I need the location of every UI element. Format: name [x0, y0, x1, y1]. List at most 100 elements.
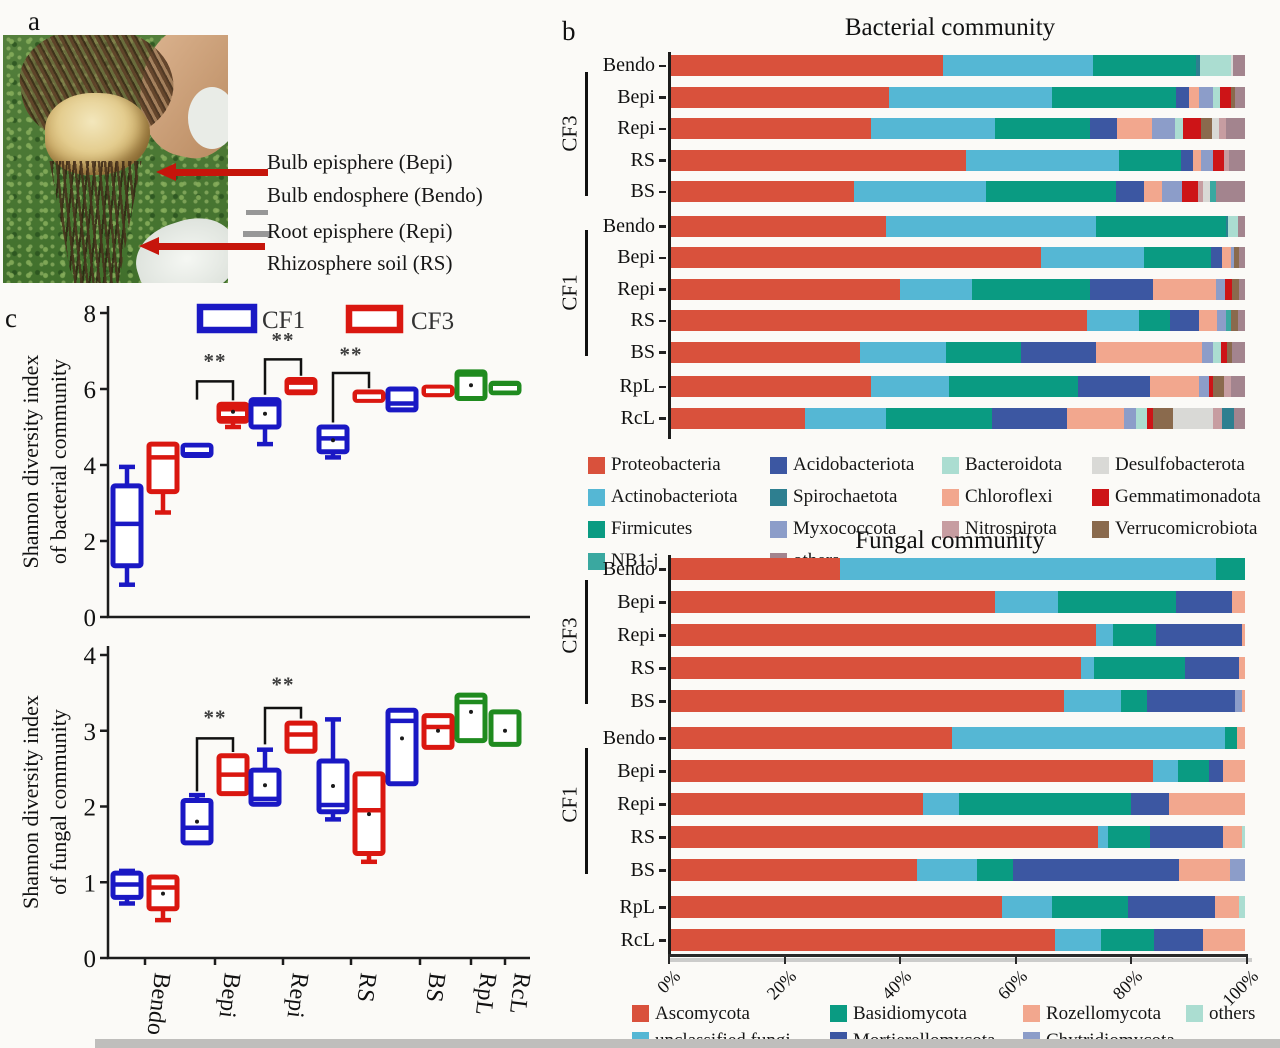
bar-segment-Chloroflexi — [1150, 376, 1199, 397]
bar-segment-Acidobacteriota — [992, 407, 1067, 429]
bar-category-label: Repi — [617, 277, 655, 300]
x-cat-label-RpL: RpL — [470, 971, 501, 1017]
mean-dot — [436, 728, 440, 733]
bar-segment-Chloroflexi — [1095, 341, 1202, 363]
legend-item-Basidiomycota: Basidiomycota — [830, 1000, 1023, 1027]
mean-dot — [367, 812, 371, 817]
y-tick-label: 2 — [84, 795, 97, 822]
bar-segment-Rozellomycota — [1223, 760, 1245, 782]
bar-segment-Mortierellomycota — [1185, 657, 1240, 679]
group-bracket-cf1-bacterial — [585, 230, 588, 356]
bar-category-label: Bepi — [617, 591, 655, 613]
group-label-cf1: CF1 — [557, 786, 582, 823]
bar-tick — [659, 869, 666, 872]
bar-track — [670, 690, 1245, 712]
bar-tick — [659, 836, 666, 839]
label-bulb-episphere: Bulb episphere (Bepi) — [267, 150, 453, 174]
bar-track — [670, 793, 1245, 815]
bar-segment-Spirochaetota — [1222, 407, 1234, 429]
bar-segment-Gemmatimonadota — [1147, 407, 1153, 429]
series-legend-label: CF1 — [262, 307, 305, 334]
legend-item-Gemmatimonadota: Gemmatimonadota — [1092, 481, 1261, 513]
bar-track — [670, 896, 1245, 918]
bar-segment-Chloroflexi — [1188, 86, 1199, 108]
bar-segment-Chloroflexi — [1222, 247, 1231, 268]
legend-item-Firmicutes: Firmicutes — [588, 513, 770, 545]
arrow-shaft — [159, 242, 265, 250]
bar-segment-unclassified fungi — [994, 591, 1059, 613]
bar-segment-Firmicutes — [1118, 149, 1181, 171]
bar-tick — [659, 64, 666, 67]
bar-segment-Chloroflexi — [1193, 149, 1202, 171]
bar-category-label: Bepi — [617, 246, 655, 268]
legend-swatch — [942, 520, 959, 538]
bar-segment-Actinobacteriota — [1086, 310, 1139, 331]
bar-segment-unclassified fungi — [1081, 657, 1095, 679]
bar-segment-Proteobacteria — [670, 215, 886, 237]
bacterial-legend: Proteobacteria Acidobacteriota Bacteroidot… — [588, 449, 1261, 577]
bar-tick — [659, 127, 666, 130]
x-tick — [783, 956, 786, 964]
bar-segment-Acidobacteriota — [1176, 86, 1189, 108]
bar-tick — [659, 634, 666, 637]
bar-segment-Myxococcota — [1199, 376, 1210, 397]
bar-tick — [659, 803, 666, 806]
bar-segment-Acidobacteriota — [1180, 149, 1194, 171]
bar-segment-others — [1238, 278, 1245, 300]
bar-segment-Ascomycota — [670, 859, 918, 881]
bar-segment-Ascomycota — [670, 896, 1002, 918]
bar-tick — [659, 225, 666, 228]
connector-line-repi — [246, 210, 268, 215]
bar-segment-Gemmatimonadota — [1212, 149, 1225, 171]
bar-segment-Bacteroidota — [1200, 55, 1231, 76]
legend-item-Bacteroidota: Bacteroidota — [942, 449, 1092, 481]
legend-swatch — [770, 520, 787, 538]
bacterial-y-axis — [668, 52, 671, 439]
bar-row-Bendo: Bendo — [560, 55, 1250, 76]
bar-segment-Basidiomycota — [1112, 624, 1156, 646]
bar-category-label: BS — [630, 340, 655, 363]
bar-track — [670, 929, 1245, 951]
bar-row-Bepi: Bepi — [560, 591, 1250, 613]
bar-segment-unclassified fungi — [1063, 690, 1122, 712]
box-BS-CF1 — [385, 707, 419, 787]
y-tick-label: 4 — [84, 453, 97, 480]
significance-stars: ** — [204, 349, 227, 373]
bar-segment-Basidiomycota — [1058, 591, 1176, 613]
bar-row-Bepi: Bepi — [560, 247, 1250, 268]
bar-segment-Verrucomicrobiota — [1231, 278, 1239, 300]
panel-letter-c: c — [5, 303, 17, 333]
x-tick — [1245, 956, 1248, 964]
bar-segment-Proteobacteria — [670, 86, 889, 108]
bar-row-BS: BS — [560, 181, 1250, 202]
bar-segment-Basidiomycota — [977, 859, 1014, 881]
bar-segment-Basidiomycota — [1107, 826, 1150, 848]
page-bottom-rule — [95, 1039, 1280, 1048]
bar-row-RS: RS — [560, 310, 1250, 331]
bar-segment-Actinobacteriota — [805, 407, 886, 429]
bar-segment-Verrucomicrobiota — [1226, 341, 1233, 363]
bar-segment-Acidobacteriota — [1170, 310, 1199, 331]
legend-swatch — [942, 488, 959, 506]
bar-segment-Myxococcota — [1201, 149, 1213, 171]
bar-segment-others — [1238, 310, 1245, 331]
legend-swatch — [770, 488, 787, 506]
significance-bracket — [195, 737, 235, 792]
white-glove — [188, 87, 228, 149]
bar-segment-Rozellomycota — [1241, 624, 1245, 646]
bulb-photo — [3, 35, 228, 283]
bar-segment-Bacteroidota — [1174, 118, 1183, 139]
bar-segment-others — [1233, 407, 1245, 429]
bar-segment-Rozellomycota — [1239, 657, 1245, 679]
bar-segment-Ascomycota — [670, 793, 923, 815]
bar-segment-Verrucomicrobiota — [1153, 407, 1174, 429]
label-root-episphere: Root episphere (Repi) — [267, 219, 453, 243]
group-label-cf1: CF1 — [557, 274, 582, 311]
bar-segment-Ascomycota — [670, 760, 1153, 782]
bar-track — [670, 149, 1245, 171]
bar-category-label: Bendo — [602, 727, 655, 749]
bar-segment-Firmicutes — [946, 341, 1021, 363]
bar-segment-Actinobacteriota — [888, 86, 1053, 108]
y-axis-label: Shannon diversity index — [18, 695, 43, 909]
bar-row-BS: BS — [560, 340, 1250, 363]
